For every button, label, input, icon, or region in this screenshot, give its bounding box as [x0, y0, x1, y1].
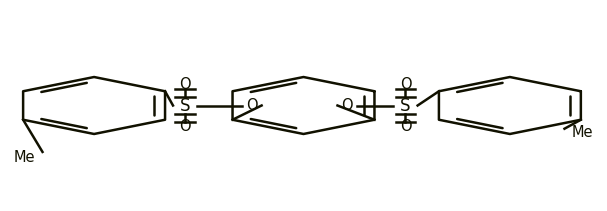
Text: S: S: [180, 96, 191, 115]
Text: O: O: [399, 119, 412, 134]
Text: Me: Me: [13, 150, 35, 165]
Text: Me: Me: [572, 125, 594, 141]
Text: O: O: [246, 98, 258, 113]
Text: O: O: [399, 77, 412, 92]
Text: O: O: [341, 98, 353, 113]
Text: O: O: [179, 77, 191, 92]
Text: S: S: [400, 96, 411, 115]
Text: O: O: [179, 119, 191, 134]
